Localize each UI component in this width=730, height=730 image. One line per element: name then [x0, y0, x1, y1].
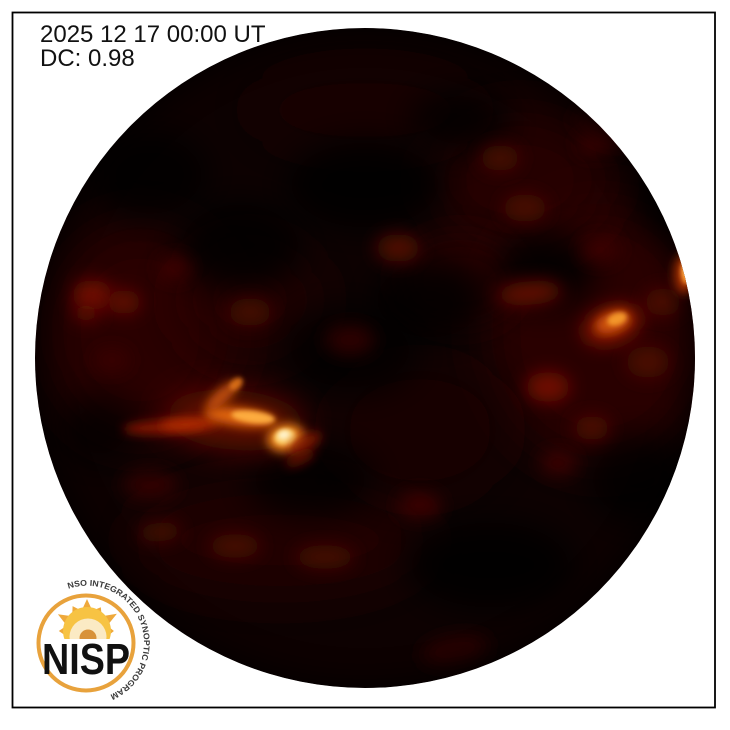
activity-blob	[209, 534, 261, 558]
activity-blob	[626, 346, 670, 378]
activity-blob	[288, 431, 322, 455]
activity-blob	[60, 395, 140, 465]
activity-blob	[503, 194, 547, 222]
activity-blob	[138, 521, 182, 543]
activity-blob	[72, 280, 112, 310]
activity-blob	[122, 471, 178, 499]
activity-blob	[285, 448, 315, 468]
activity-blob	[330, 360, 510, 500]
activity-blob	[607, 312, 627, 326]
activity-blob	[130, 485, 430, 595]
activity-blob	[278, 430, 290, 440]
duty-cycle-label: DC: 0.98	[40, 45, 135, 72]
activity-blob	[295, 545, 355, 569]
solar-active-regions	[123, 254, 694, 468]
solar-activity-mottling	[45, 65, 695, 666]
solar-disk	[35, 28, 695, 688]
timestamp-label: 2025 12 17 00:00 UT	[40, 21, 266, 48]
activity-blob	[73, 304, 99, 322]
activity-blob	[574, 416, 610, 440]
activity-blob	[94, 348, 130, 372]
activity-blob	[90, 130, 210, 220]
activity-blob	[420, 634, 490, 666]
activity-blob	[160, 417, 220, 431]
activity-blob	[405, 520, 575, 610]
activity-blob	[526, 372, 570, 402]
logo-ring	[36, 593, 136, 693]
activity-blob	[285, 140, 445, 230]
activity-blob	[107, 290, 141, 314]
activity-blob	[376, 234, 420, 262]
activity-blob	[645, 288, 681, 316]
activity-blob	[540, 452, 576, 474]
activity-blob	[580, 237, 620, 263]
activity-blob	[231, 410, 275, 424]
logo-plate	[42, 639, 130, 679]
plot-frame	[11, 11, 716, 709]
activity-blob	[175, 200, 305, 290]
activity-blob	[228, 298, 272, 326]
activity-blob	[398, 492, 442, 518]
logo-acronym: NISP	[42, 635, 130, 684]
activity-blob	[245, 442, 375, 518]
activity-blob	[325, 325, 375, 355]
activity-blob	[497, 280, 563, 306]
activity-blob	[229, 377, 243, 391]
nisp-logo: NISP NSO INTEGRATED SYNOPTIC PROGRAM	[36, 578, 152, 702]
activity-blob	[159, 257, 191, 279]
activity-blob	[480, 145, 520, 171]
activity-blob	[410, 90, 510, 150]
